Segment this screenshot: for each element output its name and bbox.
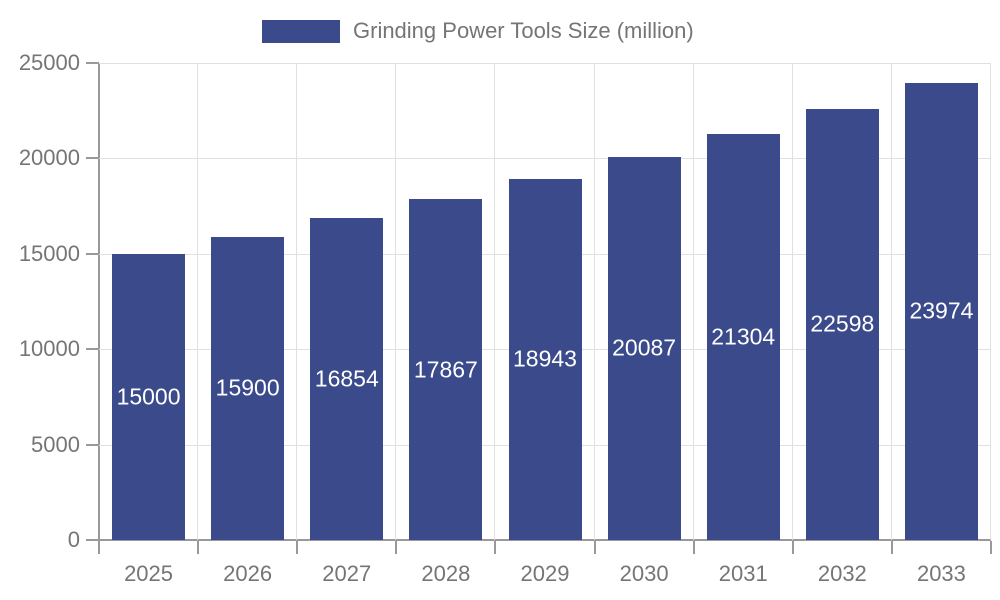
gridline [990, 63, 991, 540]
axis-tick [890, 541, 893, 554]
axis-tick [692, 541, 695, 554]
gridline [197, 63, 199, 540]
axis-tick [86, 157, 99, 160]
y-tick-label: 25000 [18, 50, 80, 75]
gridline [296, 63, 298, 540]
bar[interactable]: 17867 [409, 199, 483, 540]
y-tick-label: 15000 [18, 240, 80, 266]
gridline [395, 63, 397, 540]
x-tick-label: 2029 [520, 561, 570, 586]
bar-value-label: 16854 [314, 365, 379, 392]
bar-value-label: 17867 [413, 356, 478, 383]
bar[interactable]: 18943 [508, 178, 582, 540]
bar[interactable]: 16854 [310, 218, 384, 540]
x-tick-label: 2025 [124, 561, 174, 586]
y-axis-line [98, 63, 100, 553]
bar[interactable]: 15000 [112, 253, 186, 540]
y-tick-label: 5000 [31, 431, 80, 457]
x-tick-label: 2026 [223, 561, 273, 586]
bar-value-label: 18943 [513, 345, 577, 372]
axis-tick [86, 539, 99, 541]
legend-label: Grinding Power Tools Size (million) [353, 18, 694, 43]
axis-tick [791, 541, 794, 554]
x-tick-label: 2031 [718, 561, 768, 586]
axis-tick [86, 443, 99, 446]
gridline [593, 63, 595, 540]
x-axis-line [86, 539, 991, 541]
axis-tick [197, 541, 200, 554]
bar[interactable]: 23974 [904, 82, 978, 540]
axis-tick [86, 348, 99, 351]
axis-tick [86, 62, 99, 64]
gridline [890, 63, 892, 540]
bar[interactable]: 22598 [805, 108, 879, 540]
bar-value-label: 22598 [810, 310, 875, 337]
x-tick-label: 2033 [916, 561, 966, 586]
x-tick-label: 2032 [817, 561, 867, 586]
gridline [791, 63, 793, 540]
axis-tick [86, 252, 99, 255]
gridline [99, 63, 991, 64]
y-tick-label: 10000 [18, 336, 80, 362]
bar[interactable]: 15900 [211, 236, 285, 540]
y-tick-label: 20000 [18, 145, 80, 171]
legend-item[interactable]: Grinding Power Tools Size (million) [262, 17, 694, 45]
bar-value-label: 21304 [711, 323, 776, 350]
y-tick-label: 0 [67, 527, 80, 552]
axis-tick [593, 541, 596, 554]
x-tick-label: 2027 [322, 561, 372, 586]
axis-tick [296, 541, 299, 554]
x-tick-label: 2030 [619, 561, 669, 586]
bar-value-label: 15900 [215, 374, 280, 401]
legend-swatch-icon [262, 19, 340, 43]
gridline [99, 158, 991, 160]
bar-value-label: 23974 [909, 297, 974, 324]
bar[interactable]: 21304 [706, 133, 780, 540]
gridline [494, 63, 496, 540]
axis-tick [395, 541, 398, 554]
bar[interactable]: 20087 [607, 156, 681, 540]
bar-value-label: 15000 [116, 383, 181, 410]
bar-value-label: 20087 [612, 334, 677, 361]
gridline [692, 63, 694, 540]
axis-tick [990, 541, 992, 554]
axis-tick [494, 541, 497, 554]
plot-area: 15000 15900 16854 17867 18943 20087 21304 22598… [99, 63, 991, 540]
axis-tick [98, 541, 100, 554]
x-tick-label: 2028 [421, 561, 471, 586]
